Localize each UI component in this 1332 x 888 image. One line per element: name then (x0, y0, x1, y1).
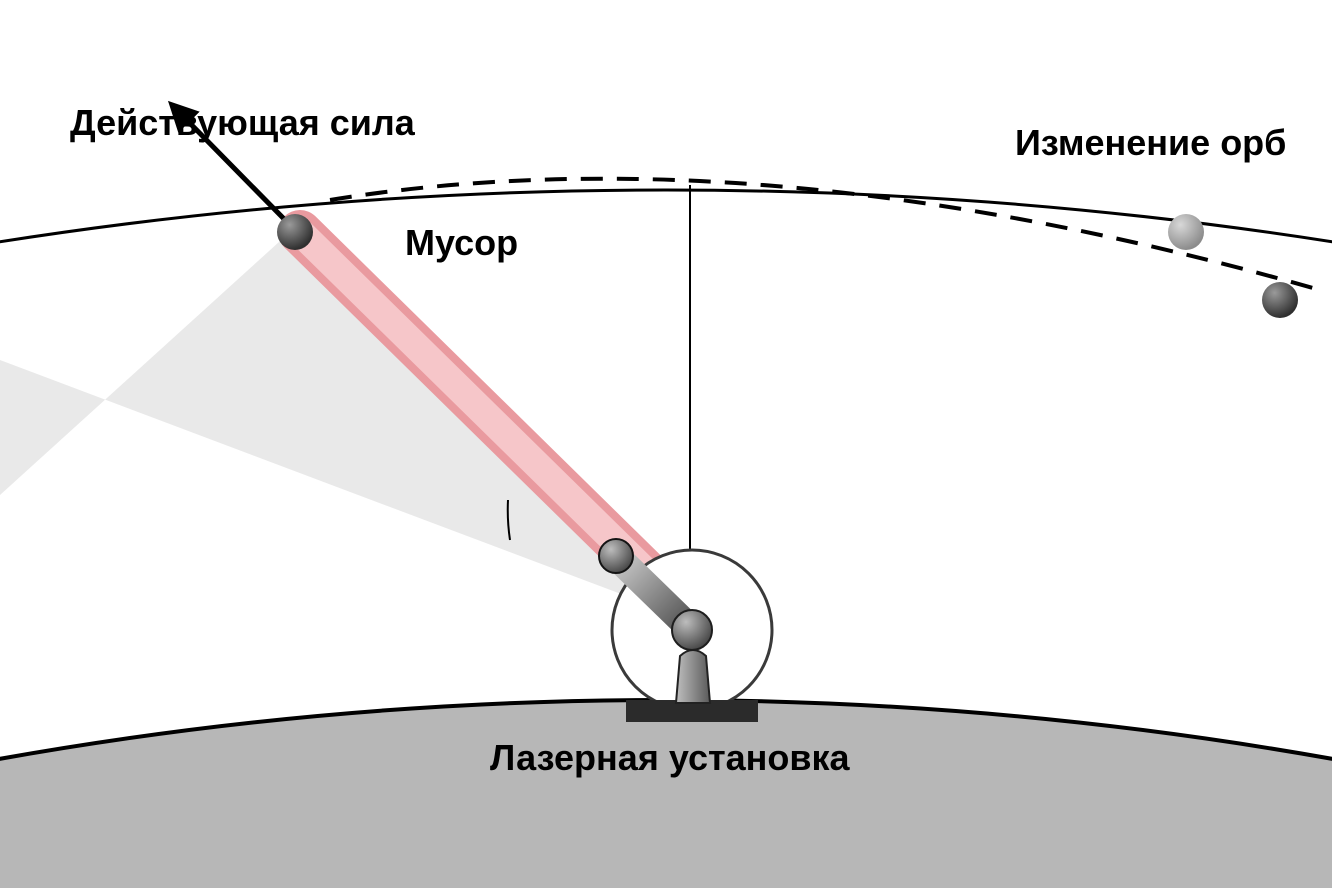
label-force: Действующая сила (70, 102, 416, 143)
label-orbit-change: Изменение орб (1015, 122, 1286, 163)
debris-main (277, 214, 313, 250)
laser-turret (599, 539, 772, 722)
debris-orbit-original (1262, 282, 1298, 318)
label-debris: Мусор (405, 222, 518, 263)
label-laser: Лазерная установка (490, 737, 851, 778)
turret-pillar (676, 650, 710, 703)
earth-surface (0, 700, 1332, 888)
turret-pivot (672, 610, 712, 650)
turret-muzzle (599, 539, 633, 573)
debris-orbit-changed (1168, 214, 1204, 250)
diagram-canvas: Действующая сила Мусор Изменение орб Лаз… (0, 0, 1332, 888)
